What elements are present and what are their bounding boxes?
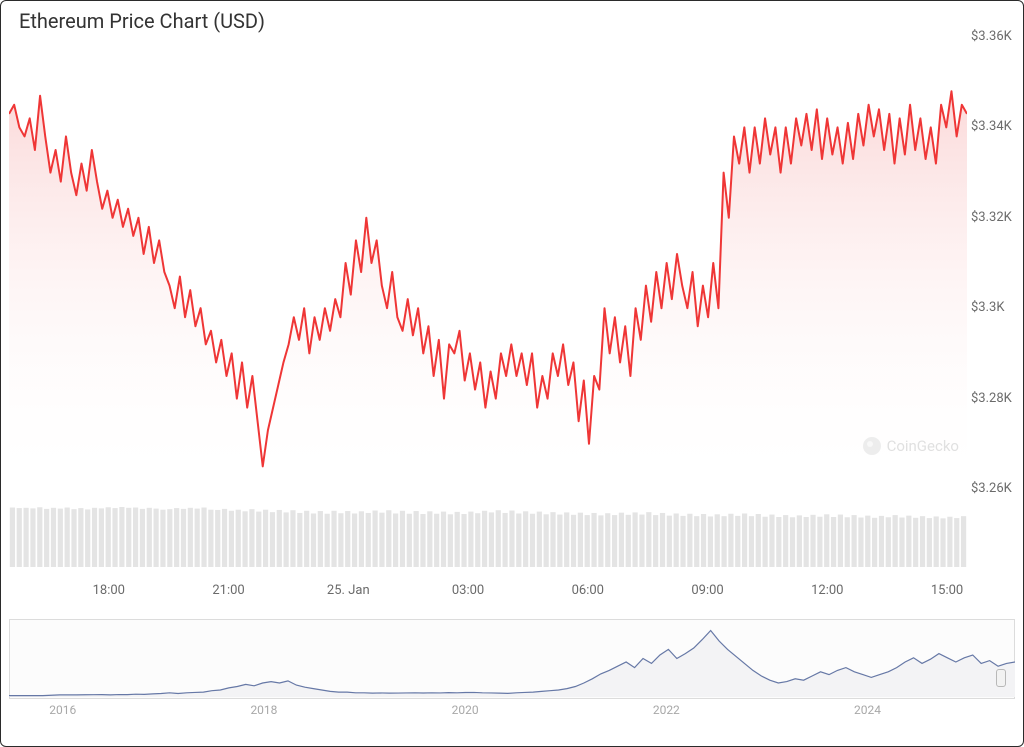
- navigator-tick-label: 2022: [653, 703, 680, 717]
- watermark-text: CoinGecko: [887, 437, 959, 455]
- navigator-tick-label: 2024: [854, 703, 881, 717]
- navigator-tick-label: 2016: [49, 703, 76, 717]
- x-tick-label: 09:00: [691, 583, 723, 598]
- volume-bars: [9, 501, 967, 567]
- y-tick-label: $3.26K: [971, 481, 1012, 496]
- x-tick-label: 15:00: [931, 583, 963, 598]
- y-tick-label: $3.36K: [971, 29, 1012, 44]
- chart-title: Ethereum Price Chart (USD): [19, 9, 265, 33]
- y-tick-label: $3.32K: [971, 210, 1012, 225]
- x-tick-label: 03:00: [452, 583, 484, 598]
- x-tick-label: 06:00: [572, 583, 604, 598]
- navigator[interactable]: 2016 2018 2020 2022 2024: [9, 619, 1015, 731]
- coingecko-icon: [863, 437, 881, 455]
- y-tick-label: $3.3K: [971, 300, 1005, 315]
- y-tick-label: $3.28K: [971, 391, 1012, 406]
- x-tick-label: 21:00: [212, 583, 244, 598]
- x-tick-label: 12:00: [811, 583, 843, 598]
- y-axis: $3.26K$3.28K$3.3K$3.32K$3.34K$3.36K: [971, 37, 1021, 489]
- navigator-tick-label: 2020: [452, 703, 479, 717]
- watermark: CoinGecko: [863, 437, 959, 455]
- price-chart[interactable]: [9, 37, 967, 489]
- navigator-tick-label: 2018: [250, 703, 277, 717]
- chart-container: Ethereum Price Chart (USD) $3.26K $3.28K $…: [0, 0, 1024, 747]
- y-tick-label: $3.34K: [971, 119, 1012, 134]
- x-axis: 18:00 21:00 25. Jan 03:00 06:00 09:00 12:00 15:…: [9, 575, 967, 611]
- x-tick-label: 25. Jan: [327, 583, 370, 598]
- navigator-handle-right[interactable]: [996, 669, 1006, 687]
- x-tick-label: 18:00: [93, 583, 125, 598]
